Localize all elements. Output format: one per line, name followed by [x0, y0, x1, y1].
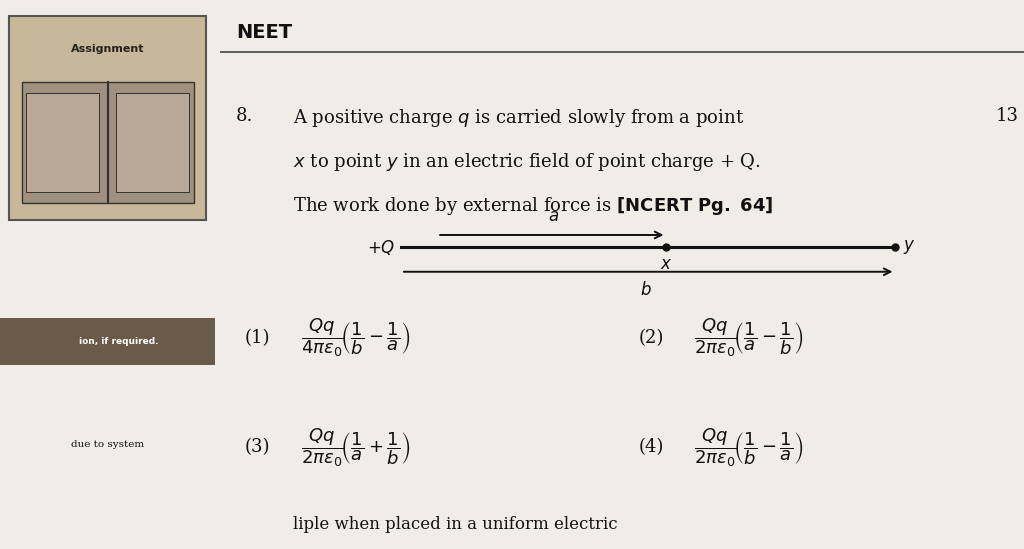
- Text: $x$ to point $y$ in an electric field of point charge + Q.: $x$ to point $y$ in an electric field of…: [293, 151, 761, 173]
- Text: $+Q$: $+Q$: [367, 238, 395, 256]
- FancyBboxPatch shape: [22, 82, 194, 203]
- FancyBboxPatch shape: [116, 93, 189, 192]
- Text: $\dfrac{Qq}{2\pi\varepsilon_0}\!\left(\dfrac{1}{b}-\dfrac{1}{a}\right)$: $\dfrac{Qq}{2\pi\varepsilon_0}\!\left(\d…: [694, 426, 804, 469]
- Text: $b$: $b$: [640, 281, 652, 299]
- Text: $\dfrac{Qq}{2\pi\varepsilon_0}\!\left(\dfrac{1}{a}+\dfrac{1}{b}\right)$: $\dfrac{Qq}{2\pi\varepsilon_0}\!\left(\d…: [301, 426, 410, 469]
- Text: 8.: 8.: [237, 107, 254, 125]
- Text: $y$: $y$: [903, 238, 915, 256]
- Text: $a$: $a$: [548, 207, 559, 225]
- Text: liple when placed in a uniform electric: liple when placed in a uniform electric: [293, 516, 617, 533]
- Text: $\dfrac{Qq}{4\pi\varepsilon_0}\!\left(\dfrac{1}{b}-\dfrac{1}{a}\right)$: $\dfrac{Qq}{4\pi\varepsilon_0}\!\left(\d…: [301, 316, 410, 359]
- Text: (2): (2): [638, 329, 664, 346]
- FancyBboxPatch shape: [8, 16, 207, 220]
- Text: (4): (4): [638, 439, 664, 456]
- Text: $x$: $x$: [660, 255, 673, 273]
- Text: (1): (1): [245, 329, 269, 346]
- Text: $\dfrac{Qq}{2\pi\varepsilon_0}\!\left(\dfrac{1}{a}-\dfrac{1}{b}\right)$: $\dfrac{Qq}{2\pi\varepsilon_0}\!\left(\d…: [694, 316, 804, 359]
- Text: The work done by external force is $\bf{[NCERT\ Pg.\ 64]}$: The work done by external force is $\bf{…: [293, 195, 773, 217]
- FancyBboxPatch shape: [26, 93, 99, 192]
- Text: 13: 13: [996, 107, 1019, 125]
- Text: (3): (3): [245, 439, 269, 456]
- Text: A positive charge $q$ is carried slowly from a point: A positive charge $q$ is carried slowly …: [293, 107, 743, 129]
- Text: due to system: due to system: [71, 440, 144, 449]
- Text: NEET: NEET: [237, 24, 293, 42]
- Text: ion, if required.: ion, if required.: [79, 337, 158, 346]
- FancyBboxPatch shape: [0, 318, 215, 365]
- Text: Assignment: Assignment: [71, 44, 144, 54]
